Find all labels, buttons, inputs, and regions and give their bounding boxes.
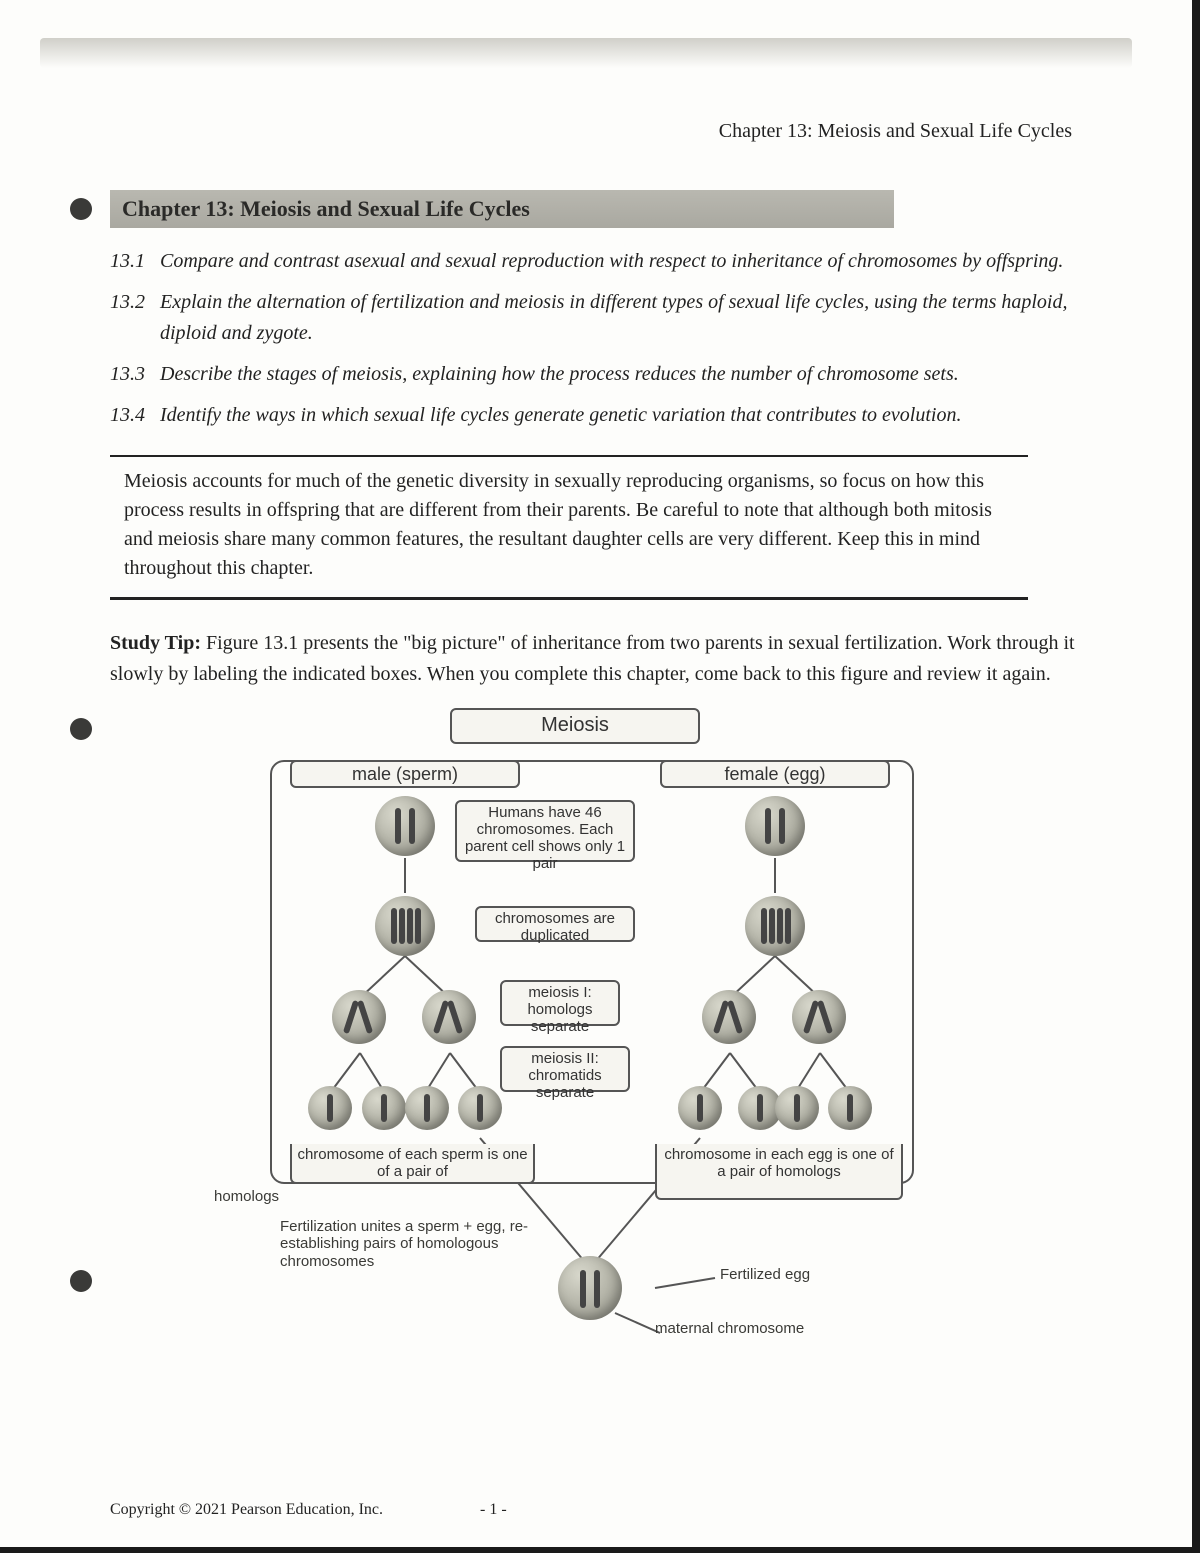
objective-item: 13.4 Identify the ways in which sexual l… bbox=[110, 400, 1092, 431]
chapter-title-bar: Chapter 13: Meiosis and Sexual Life Cycl… bbox=[110, 190, 894, 228]
male-header-box: male (sperm) bbox=[290, 760, 520, 788]
objective-number: 13.3 bbox=[110, 359, 160, 390]
objectives-list: 13.1 Compare and contrast asexual and se… bbox=[110, 246, 1092, 431]
cell-icon bbox=[332, 990, 386, 1044]
objective-text: Explain the alternation of fertilization… bbox=[160, 287, 1092, 349]
hole-punch bbox=[70, 1270, 92, 1292]
objective-number: 13.4 bbox=[110, 400, 160, 431]
cell-icon bbox=[422, 990, 476, 1044]
cell-icon bbox=[702, 990, 756, 1044]
cell-icon bbox=[362, 1086, 406, 1130]
objective-item: 13.2 Explain the alternation of fertiliz… bbox=[110, 287, 1092, 349]
objective-text: Identify the ways in which sexual life c… bbox=[160, 400, 961, 431]
fertilized-egg-icon bbox=[558, 1256, 622, 1320]
hole-punch bbox=[70, 718, 92, 740]
scan-shadow bbox=[40, 38, 1132, 68]
handwritten-label: maternal chromosome bbox=[655, 1320, 815, 1337]
cell-icon bbox=[308, 1086, 352, 1130]
cell-icon bbox=[405, 1086, 449, 1130]
objective-number: 13.1 bbox=[110, 246, 160, 277]
annotation-box: chromosome of each sperm is one of a pai… bbox=[290, 1144, 535, 1184]
objective-item: 13.1 Compare and contrast asexual and se… bbox=[110, 246, 1092, 277]
study-tip-text: Figure 13.1 presents the "big picture" o… bbox=[110, 632, 1075, 685]
cell-icon bbox=[775, 1086, 819, 1130]
study-tip-label: Study Tip: bbox=[110, 632, 201, 654]
cell-icon bbox=[678, 1086, 722, 1130]
cell-icon bbox=[792, 990, 846, 1044]
cell-icon bbox=[458, 1086, 502, 1130]
page: Chapter 13: Meiosis and Sexual Life Cycl… bbox=[0, 0, 1200, 1553]
study-tip: Study Tip: Figure 13.1 presents the "big… bbox=[110, 628, 1092, 690]
objective-number: 13.2 bbox=[110, 287, 160, 349]
handwritten-label: Fertilization unites a sperm + egg, re-e… bbox=[280, 1218, 560, 1270]
cell-icon bbox=[745, 796, 805, 856]
copyright-footer: Copyright © 2021 Pearson Education, Inc. bbox=[110, 1501, 383, 1519]
annotation-box: Humans have 46 chromosomes. Each parent … bbox=[455, 800, 635, 862]
cell-icon bbox=[828, 1086, 872, 1130]
figure-meiosis: Meiosis male (sperm) female (egg) bbox=[260, 708, 960, 1368]
objective-text: Compare and contrast asexual and sexual … bbox=[160, 246, 1063, 277]
cell-icon bbox=[745, 896, 805, 956]
hole-punch bbox=[70, 198, 92, 220]
cell-icon bbox=[375, 896, 435, 956]
handwritten-label: homologs bbox=[214, 1188, 279, 1205]
objective-text: Describe the stages of meiosis, explaini… bbox=[160, 359, 959, 390]
objective-item: 13.3 Describe the stages of meiosis, exp… bbox=[110, 359, 1092, 390]
annotation-box: meiosis II: chromatids separate bbox=[500, 1046, 630, 1092]
page-number: - 1 - bbox=[480, 1501, 507, 1519]
annotation-box: chromosome in each egg is one of a pair … bbox=[655, 1144, 903, 1200]
callout-box: Meiosis accounts for much of the genetic… bbox=[110, 455, 1028, 600]
handwritten-label: Fertilized egg bbox=[720, 1266, 810, 1283]
female-header-box: female (egg) bbox=[660, 760, 890, 788]
figure-title-box: Meiosis bbox=[450, 708, 700, 744]
annotation-box: chromosomes are duplicated bbox=[475, 906, 635, 942]
page-header: Chapter 13: Meiosis and Sexual Life Cycl… bbox=[719, 120, 1072, 143]
cell-icon bbox=[375, 796, 435, 856]
annotation-box: meiosis I: homologs separate bbox=[500, 980, 620, 1026]
